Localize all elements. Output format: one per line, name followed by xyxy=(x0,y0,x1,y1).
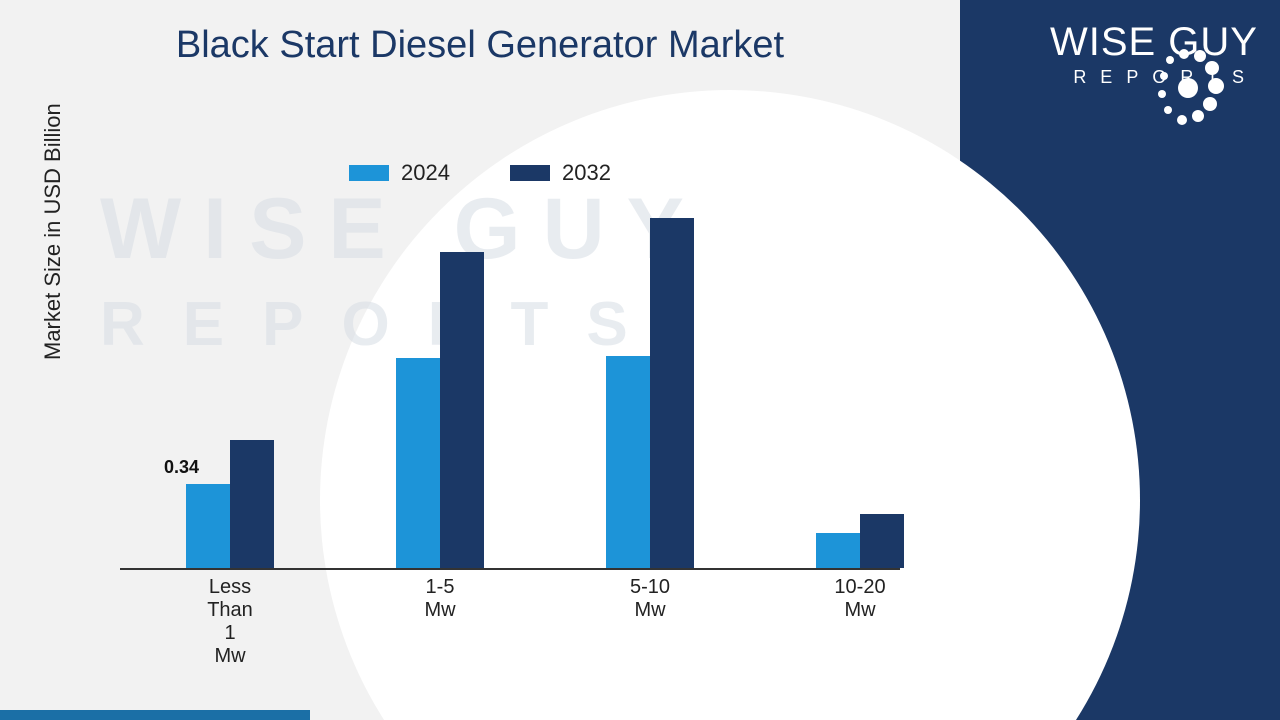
bar xyxy=(816,533,860,568)
bar xyxy=(230,440,274,568)
bar-annotation: 0.34 xyxy=(164,457,199,478)
bar-group xyxy=(800,514,920,568)
bottom-accent-bar xyxy=(0,710,310,720)
chart-content: WISE GUY REPORTS Black Start Diesel Gene… xyxy=(0,0,960,720)
logo-head-icon xyxy=(1150,46,1228,132)
brand-logo: WISE GUY REPORTS xyxy=(978,20,1258,88)
stage: WISE GUY REPORTS Black Start Diesel Gene… xyxy=(0,0,1280,720)
chart-title: Black Start Diesel Generator Market xyxy=(0,24,960,67)
legend-label-2024: 2024 xyxy=(401,160,450,186)
x-axis-label: 1-5Mw xyxy=(380,576,500,622)
bar xyxy=(606,356,650,568)
legend-item-2032: 2032 xyxy=(510,160,611,186)
bar xyxy=(186,484,230,568)
bar-group xyxy=(380,252,500,568)
legend-item-2024: 2024 xyxy=(349,160,450,186)
y-axis-label: Market Size in USD Billion xyxy=(40,103,66,360)
legend: 2024 2032 xyxy=(0,160,960,186)
legend-swatch-2032 xyxy=(510,165,550,181)
bar xyxy=(650,218,694,568)
bar xyxy=(440,252,484,568)
legend-swatch-2024 xyxy=(349,165,389,181)
x-axis-label: LessThan1Mw xyxy=(170,576,290,668)
bar-group xyxy=(590,218,710,568)
bar-chart: LessThan1Mw1-5Mw5-10Mw10-20Mw0.34 xyxy=(120,200,900,570)
x-axis-label: 10-20Mw xyxy=(800,576,920,622)
bar xyxy=(860,514,904,568)
legend-label-2032: 2032 xyxy=(562,160,611,186)
x-axis-label: 5-10Mw xyxy=(590,576,710,622)
bar xyxy=(396,358,440,568)
